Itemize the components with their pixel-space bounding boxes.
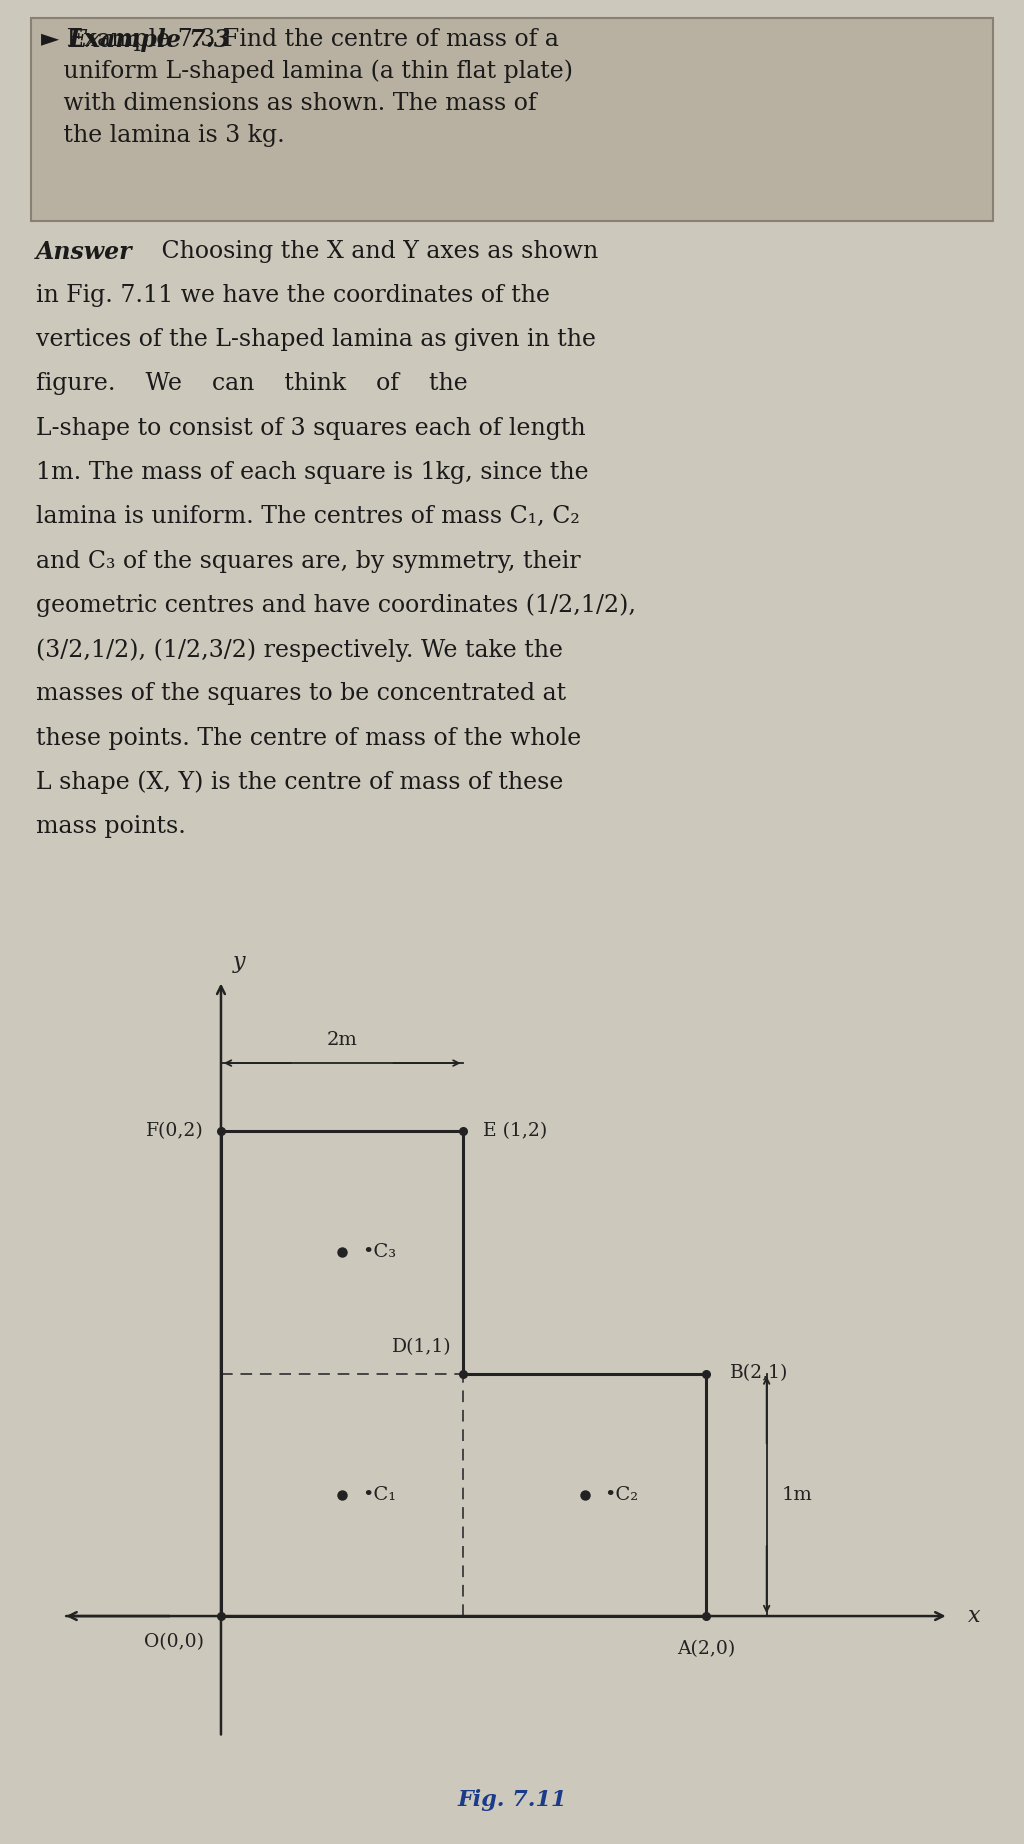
- Text: B(2,1): B(2,1): [730, 1365, 788, 1383]
- Text: A(2,0): A(2,0): [677, 1641, 735, 1658]
- Text: •C₂: •C₂: [604, 1486, 638, 1505]
- Text: in Fig. 7.11 we have the coordinates of the: in Fig. 7.11 we have the coordinates of …: [36, 284, 550, 306]
- Text: masses of the squares to be concentrated at: masses of the squares to be concentrated…: [36, 682, 566, 704]
- Text: mass points.: mass points.: [36, 815, 185, 837]
- Text: 1m. The mass of each square is 1kg, since the: 1m. The mass of each square is 1kg, sinc…: [36, 461, 589, 483]
- Text: 2m: 2m: [327, 1031, 357, 1049]
- Text: ► Example 7.3 Find the centre of mass of a
   uniform L-shaped lamina (a thin fl: ► Example 7.3 Find the centre of mass of…: [41, 28, 573, 148]
- Text: vertices of the L-shaped lamina as given in the: vertices of the L-shaped lamina as given…: [36, 328, 596, 350]
- Text: •C₃: •C₃: [361, 1243, 395, 1261]
- Text: figure.    We    can    think    of    the: figure. We can think of the: [36, 372, 468, 395]
- Text: L shape (X, Y) is the centre of mass of these: L shape (X, Y) is the centre of mass of …: [36, 771, 563, 795]
- Text: these points. The centre of mass of the whole: these points. The centre of mass of the …: [36, 727, 581, 749]
- Text: E (1,2): E (1,2): [483, 1121, 547, 1140]
- Text: lamina is uniform. The centres of mass C₁, C₂: lamina is uniform. The centres of mass C…: [36, 505, 580, 527]
- Text: O(0,0): O(0,0): [144, 1634, 204, 1650]
- Text: geometric centres and have coordinates (1/2,1/2),: geometric centres and have coordinates (…: [36, 594, 636, 618]
- FancyBboxPatch shape: [31, 18, 993, 221]
- Text: (3/2,1/2), (1/2,3/2) respectively. We take the: (3/2,1/2), (1/2,3/2) respectively. We ta…: [36, 638, 563, 662]
- Text: and C₃ of the squares are, by symmetry, their: and C₃ of the squares are, by symmetry, …: [36, 550, 581, 572]
- Text: L-shape to consist of 3 squares each of length: L-shape to consist of 3 squares each of …: [36, 417, 586, 439]
- Text: Example 7.3: Example 7.3: [69, 28, 231, 52]
- Text: x: x: [968, 1604, 980, 1626]
- Text: D(1,1): D(1,1): [392, 1339, 452, 1357]
- Text: •C₁: •C₁: [361, 1486, 395, 1505]
- Text: 1m: 1m: [781, 1486, 812, 1505]
- Text: Fig. 7.11: Fig. 7.11: [458, 1789, 566, 1811]
- Text: Choosing the X and Y axes as shown: Choosing the X and Y axes as shown: [154, 240, 598, 262]
- Text: y: y: [233, 952, 246, 974]
- Text: Answer: Answer: [36, 240, 132, 264]
- Text: F(0,2): F(0,2): [146, 1121, 204, 1140]
